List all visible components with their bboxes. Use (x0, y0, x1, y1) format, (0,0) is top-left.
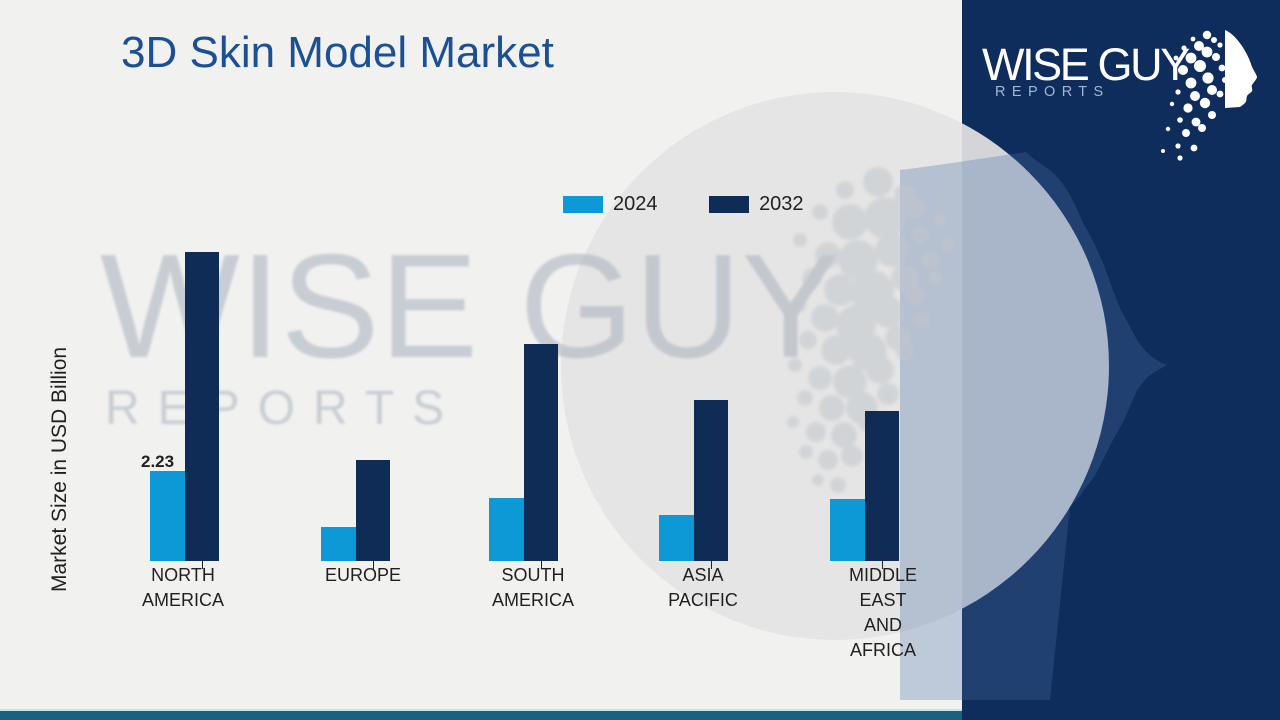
svg-text:REPORTS: REPORTS (105, 382, 462, 435)
